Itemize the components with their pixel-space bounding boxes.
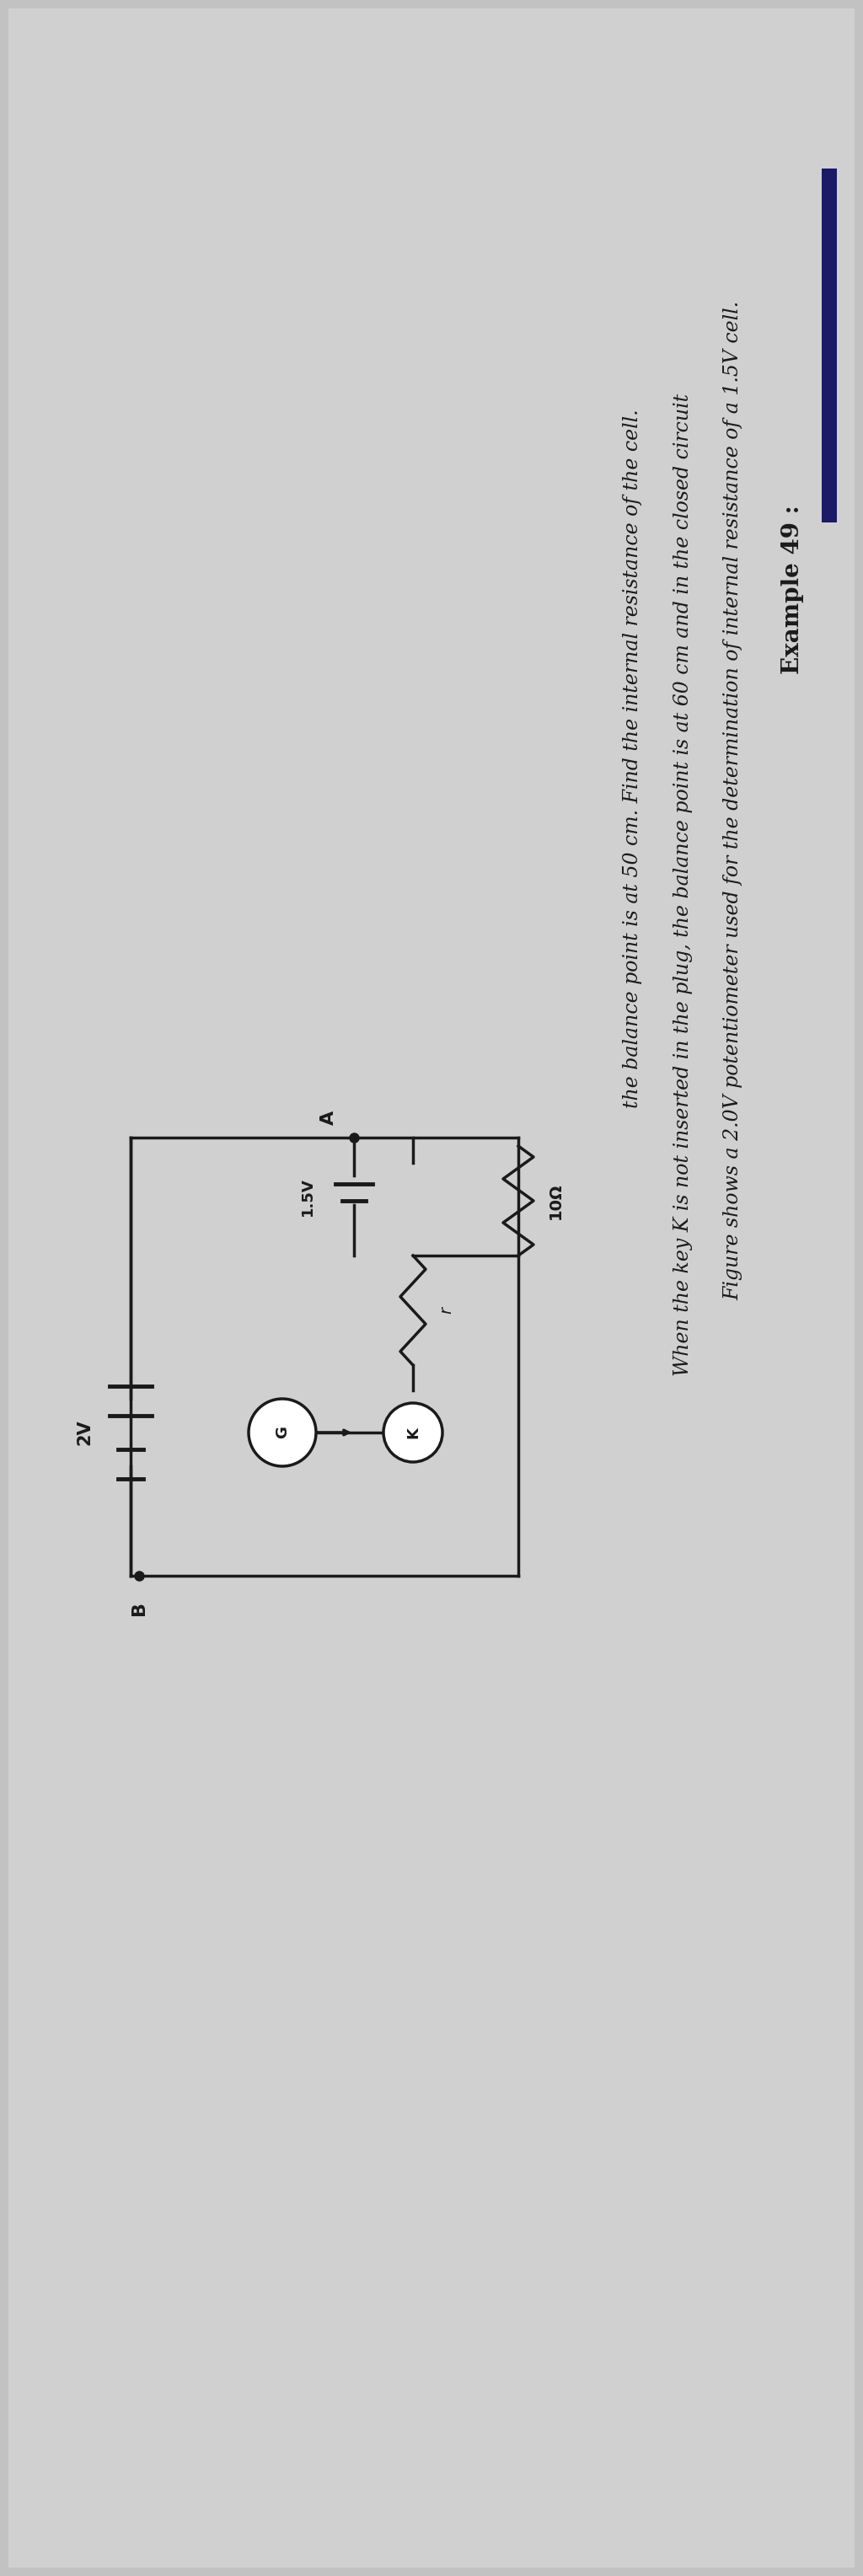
Text: 2V: 2V [76, 1419, 92, 1445]
Text: G: G [274, 1427, 290, 1440]
Text: K: K [406, 1427, 420, 1437]
Text: 1.5V: 1.5V [300, 1177, 315, 1216]
Circle shape [249, 1399, 316, 1466]
Bar [822, 167, 837, 523]
Text: the balance point is at 50 cm. Find the internal resistance of the cell.: the balance point is at 50 cm. Find the … [622, 410, 642, 1108]
Text: Figure shows a 2.0V potentiometer used for the determination of internal resista: Figure shows a 2.0V potentiometer used f… [723, 301, 743, 1301]
Circle shape [383, 1404, 443, 1463]
FancyBboxPatch shape [9, 8, 854, 2568]
Text: B: B [130, 1602, 148, 1615]
Text: r: r [438, 1306, 454, 1314]
Text: 10Ω: 10Ω [548, 1182, 564, 1218]
Text: A: A [320, 1110, 337, 1126]
Text: When the key K is not inserted in the plug, the balance point is at 60 cm and in: When the key K is not inserted in the pl… [673, 394, 692, 1376]
Text: Example 49 :: Example 49 : [781, 505, 803, 675]
